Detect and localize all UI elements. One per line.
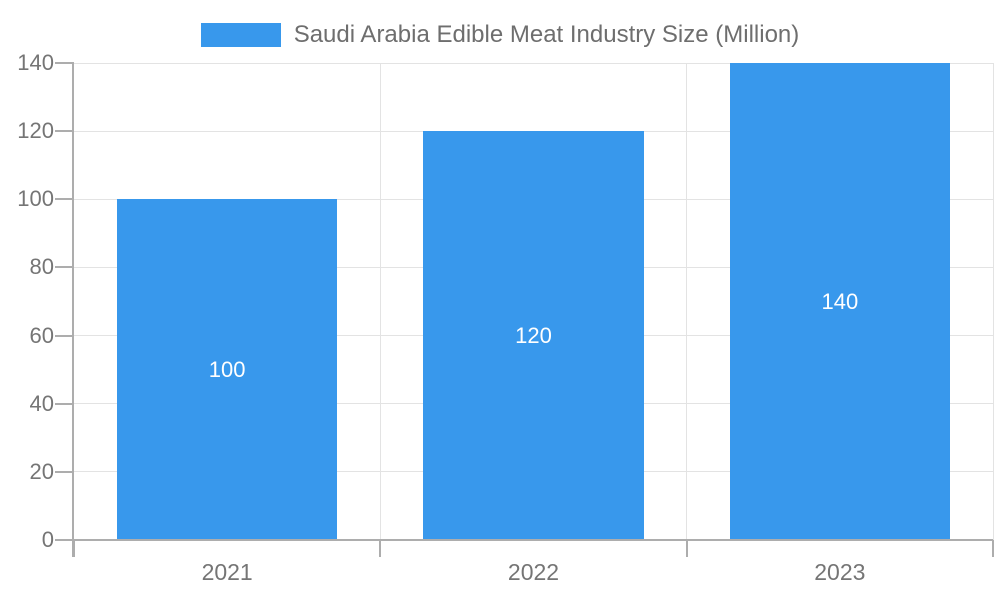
y-axis-tick-label: 120 <box>17 118 54 144</box>
y-axis-tick <box>55 334 74 337</box>
y-axis-tick-label: 80 <box>29 254 54 280</box>
y-axis-tick-label: 0 <box>41 527 54 552</box>
legend-series-label: Saudi Arabia Edible Meat Industry Size (… <box>293 21 800 48</box>
y-axis-line <box>72 63 74 557</box>
x-axis-line <box>72 539 993 541</box>
x-axis-tick-label: 2023 <box>814 559 866 585</box>
x-axis-tick <box>685 540 688 557</box>
y-axis-tick <box>55 266 74 269</box>
bar-2022[interactable] <box>423 131 644 540</box>
y-axis-tick <box>55 539 74 541</box>
y-axis-tick <box>55 470 74 473</box>
y-axis-tick-label: 100 <box>17 186 54 212</box>
y-axis-tick-label: 20 <box>29 458 54 484</box>
bar-value-label: 120 <box>515 322 552 348</box>
h-gridline <box>74 62 993 64</box>
y-axis-tick <box>55 62 74 64</box>
v-gridline <box>379 63 381 540</box>
x-axis-tick <box>992 540 994 557</box>
y-axis-tick-label: 40 <box>29 390 54 416</box>
y-axis-tick-label: 140 <box>17 50 54 75</box>
x-axis-tick-label: 2021 <box>201 559 253 585</box>
bar-value-label: 140 <box>821 288 859 314</box>
v-gridline <box>686 63 688 540</box>
y-axis-tick <box>55 198 74 201</box>
y-axis-tick-label: 60 <box>29 322 54 348</box>
bar-2023[interactable] <box>729 63 951 540</box>
bar-value-label: 100 <box>208 356 246 382</box>
x-axis-tick <box>379 540 382 557</box>
chart-legend[interactable]: Saudi Arabia Edible Meat Industry Size (… <box>0 21 1000 49</box>
v-gridline <box>992 63 994 540</box>
x-axis-tick-label: 2022 <box>507 559 560 585</box>
x-axis-tick <box>73 540 75 557</box>
bar-2021[interactable] <box>116 199 338 540</box>
y-axis-tick <box>55 130 74 133</box>
y-axis-tick <box>55 402 74 405</box>
legend-swatch <box>200 23 281 47</box>
